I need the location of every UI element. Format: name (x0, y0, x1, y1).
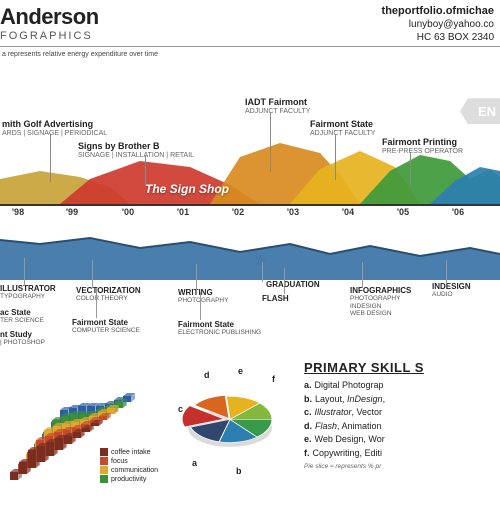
edu-callout: GRADUATION (266, 280, 320, 289)
edu-callout: Fairmont StateELECTRONIC PUBLISHING (178, 320, 261, 337)
contact-email: lunyboy@yahoo.co (382, 18, 494, 31)
leader-line (196, 264, 197, 290)
timeline-axis: '98 '99 '00 '01 '02 '03 '04 '05 '06 (0, 204, 500, 218)
portfolio-url: theportfolio.ofmichae (382, 4, 494, 18)
leader-line (145, 156, 146, 186)
skills-note: Pie slice ≈ represents % pr (304, 463, 496, 470)
productivity-bars: coffee intakefocuscommunicationproductiv… (0, 360, 170, 500)
legend-item: communication (100, 466, 158, 475)
edu-callout: ac StateTER SCIENCE (0, 308, 44, 325)
year-tick: '06 (452, 207, 464, 217)
skills-title: PRIMARY SKILL S (304, 360, 496, 375)
header-left: Anderson FOGRAPHICS (0, 4, 99, 44)
leader-line (362, 262, 363, 288)
edu-callout: INDESIGNAUDIO (432, 282, 471, 299)
year-tick: '00 (122, 207, 134, 217)
legend-item: coffee intake (100, 448, 158, 457)
edu-callout: ILLUSTRATORTYPOGRAPHY (0, 284, 56, 301)
page-header: Anderson FOGRAPHICS theportfolio.ofmicha… (0, 0, 500, 47)
header-contact: theportfolio.ofmichae lunyboy@yahoo.co H… (382, 4, 494, 44)
header-subtitle: FOGRAPHICS (0, 30, 99, 42)
pie-slice-label: f (272, 374, 275, 384)
work-callout: IADT FairmontADJUNCT FACULTY (245, 98, 310, 116)
skill-item: e.Web Design, Wor (304, 433, 496, 447)
leader-line (284, 268, 285, 294)
skill-item: b.Layout, InDesign, (304, 393, 496, 407)
leader-line (270, 112, 271, 172)
pie-slice-label: d (204, 370, 210, 380)
skill-item: a.Digital Photograp (304, 379, 496, 393)
sign-shop-label: The Sign Shop (145, 182, 229, 196)
leader-line (96, 288, 97, 318)
edu-callout: INFOGRAPHICSPHOTOGRAPHYINDESIGNWEB DESIG… (350, 286, 411, 318)
pie-slice-label: c (178, 404, 183, 414)
work-callout: mith Golf AdvertisingARDS | SIGNAGE | PE… (2, 120, 107, 138)
skills-list: a.Digital Photograpb.Layout, InDesign,c.… (304, 379, 496, 460)
pie-slice-label: a (192, 458, 197, 468)
leader-line (446, 260, 447, 284)
timeline-caption: a represents relative energy expenditure… (2, 51, 500, 58)
bottom-row: coffee intakefocuscommunicationproductiv… (0, 360, 500, 500)
leader-line (92, 260, 93, 288)
year-tick: '01 (177, 207, 189, 217)
contact-addr: HC 63 BOX 2340 (382, 31, 494, 44)
leader-line (335, 134, 336, 180)
year-tick: '03 (287, 207, 299, 217)
person-name: Anderson (0, 4, 99, 30)
edu-callout: WRITINGPHOTOGRAPHY (178, 288, 228, 305)
leader-line (24, 258, 25, 286)
work-callout: Fairmont PrintingPRE-PRESS OPERATOR (382, 138, 463, 156)
leader-line (410, 152, 411, 186)
education-chart (0, 230, 500, 280)
year-tick: '99 (66, 207, 78, 217)
pie-svg (170, 360, 300, 490)
skills-pie: a b c d e f (170, 360, 300, 500)
skill-item: d.Flash, Animation (304, 420, 496, 434)
legend-item: productivity (100, 475, 158, 484)
bars-legend: coffee intakefocuscommunicationproductiv… (100, 448, 158, 484)
work-callout: Signs by Brother BSIGNAGE | INSTALLATION… (78, 142, 194, 160)
leader-line (262, 262, 263, 282)
edu-callout: nt Study| PHOTOSHOP (0, 330, 45, 347)
work-timeline: EN The Sign Shop '98'99'00'01'02'03'04'0… (0, 60, 500, 230)
legend-item: focus (100, 457, 158, 466)
skill-item: c.Illustrator, Vector (304, 406, 496, 420)
graduation-star-icon: ☆ (254, 252, 267, 269)
year-tick: '04 (342, 207, 354, 217)
edu-callout: Fairmont StateCOMPUTER SCIENCE (72, 318, 140, 335)
pie-slice-label: b (236, 466, 242, 476)
primary-skills: PRIMARY SKILL S a.Digital Photograpb.Lay… (300, 360, 500, 500)
work-callout: Fairmont StateADJUNCT FACULTY (310, 120, 375, 138)
edu-callout: VECTORIZATIONCOLOR THEORY (76, 286, 141, 303)
education-timeline: ☆ ILLUSTRATORTYPOGRAPHY ac StateTER SCIEN… (0, 230, 500, 340)
leader-line (200, 292, 201, 320)
edu-callout: FLASH (262, 294, 289, 303)
pie-slice-label: e (238, 366, 243, 376)
leader-line (50, 134, 51, 182)
year-tick: '05 (397, 207, 409, 217)
year-tick: '98 (12, 207, 24, 217)
skill-item: f.Copywriting, Editi (304, 447, 496, 461)
year-tick: '02 (232, 207, 244, 217)
